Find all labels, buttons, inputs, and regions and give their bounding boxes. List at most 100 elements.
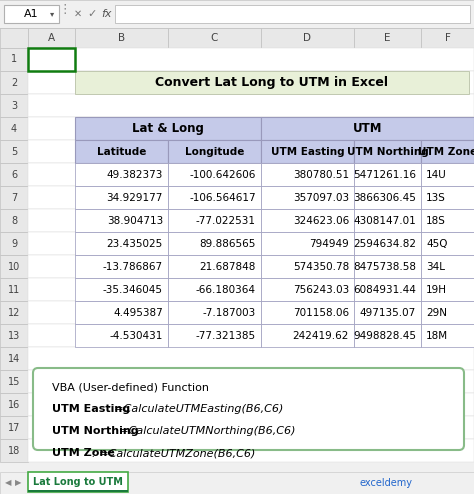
Bar [75, 28, 168, 48]
Bar [28, 439, 474, 462]
Bar [421, 301, 474, 324]
Bar [0, 416, 28, 439]
Bar [28, 209, 474, 232]
Text: 7: 7 [11, 193, 17, 203]
Bar [354, 324, 421, 347]
Bar [261, 232, 354, 255]
Bar [0, 28, 474, 29]
Bar [354, 278, 421, 301]
Bar [261, 301, 354, 324]
Text: Lat Long to UTM: Lat Long to UTM [33, 477, 123, 487]
Bar [354, 301, 421, 324]
Bar [28, 140, 474, 163]
Bar [28, 278, 474, 301]
Bar [168, 324, 261, 347]
Bar [0, 278, 28, 301]
Bar [28, 324, 474, 347]
Text: -13.786867: -13.786867 [103, 261, 163, 272]
Bar [0, 0, 474, 1]
Text: 2: 2 [11, 78, 17, 87]
Text: UTM Easting: UTM Easting [52, 404, 130, 414]
Bar [115, 5, 470, 23]
Bar [354, 48, 355, 494]
Text: UTM Zone: UTM Zone [418, 147, 474, 157]
Bar [0, 301, 28, 324]
Text: : =CalculateUTMEasting(B6,C6): : =CalculateUTMEasting(B6,C6) [107, 404, 283, 414]
Bar [28, 117, 474, 140]
Bar [421, 324, 474, 347]
Text: UTM: UTM [353, 122, 382, 135]
Bar [354, 140, 421, 163]
Bar [168, 255, 261, 278]
Bar [28, 393, 474, 416]
Bar [168, 209, 261, 232]
Bar [75, 255, 168, 278]
Text: 4.495387: 4.495387 [113, 307, 163, 318]
Text: 34.929177: 34.929177 [107, 193, 163, 203]
Text: UTM Easting: UTM Easting [271, 147, 344, 157]
Text: -35.346045: -35.346045 [103, 285, 163, 294]
Text: 3: 3 [11, 100, 17, 111]
Bar [0, 186, 28, 209]
Text: -100.642606: -100.642606 [190, 169, 256, 179]
Bar [0, 370, 28, 393]
Text: D: D [303, 33, 311, 43]
Text: -4.530431: -4.530431 [109, 330, 163, 340]
Bar [28, 416, 474, 439]
Bar [0, 94, 28, 117]
Text: -77.321385: -77.321385 [196, 330, 256, 340]
Bar [354, 232, 421, 255]
Text: 15: 15 [8, 376, 20, 386]
Bar [75, 117, 261, 140]
Text: : =CalculateUTMNorthing(B6,C6): : =CalculateUTMNorthing(B6,C6) [112, 426, 295, 436]
Bar [0, 347, 28, 370]
Text: 34L: 34L [426, 261, 445, 272]
Bar [0, 232, 28, 255]
Bar [168, 186, 261, 209]
Bar [0, 48, 28, 71]
Text: 89.886565: 89.886565 [200, 239, 256, 248]
Text: 13S: 13S [426, 193, 446, 203]
Text: ◀: ◀ [5, 479, 11, 488]
Text: 242419.62: 242419.62 [292, 330, 349, 340]
Text: 5471261.16: 5471261.16 [353, 169, 416, 179]
Text: 497135.07: 497135.07 [360, 307, 416, 318]
Bar [0, 140, 28, 163]
Bar [0, 163, 28, 186]
Bar [28, 28, 75, 48]
Text: 23.435025: 23.435025 [107, 239, 163, 248]
Bar [354, 209, 421, 232]
Text: 3866306.45: 3866306.45 [353, 193, 416, 203]
Bar [421, 186, 474, 209]
Bar [28, 255, 474, 278]
Bar [421, 28, 474, 48]
Text: Lat & Long: Lat & Long [132, 122, 204, 135]
Bar [75, 324, 168, 347]
Bar [75, 186, 168, 209]
Bar [75, 163, 168, 186]
Bar [168, 301, 261, 324]
Bar [261, 163, 354, 186]
Text: 794949: 794949 [309, 239, 349, 248]
Text: ▶: ▶ [15, 479, 21, 488]
Text: 380780.51: 380780.51 [293, 169, 349, 179]
Bar [0, 439, 28, 462]
Bar [28, 301, 474, 324]
Text: 324623.06: 324623.06 [293, 215, 349, 225]
Text: -66.180364: -66.180364 [196, 285, 256, 294]
Text: 10: 10 [8, 261, 20, 272]
Bar [421, 209, 474, 232]
Text: 5: 5 [11, 147, 17, 157]
Text: 19H: 19H [426, 285, 447, 294]
Bar [261, 324, 354, 347]
Text: 45Q: 45Q [426, 239, 447, 248]
Text: 14: 14 [8, 354, 20, 364]
Text: 756243.03: 756243.03 [293, 285, 349, 294]
Text: A: A [48, 33, 55, 43]
Bar [168, 28, 261, 48]
Text: exceldemy: exceldemy [360, 478, 413, 488]
Text: Longitude: Longitude [185, 147, 244, 157]
Bar [0, 209, 28, 232]
Text: 38.904713: 38.904713 [107, 215, 163, 225]
Bar [168, 163, 261, 186]
